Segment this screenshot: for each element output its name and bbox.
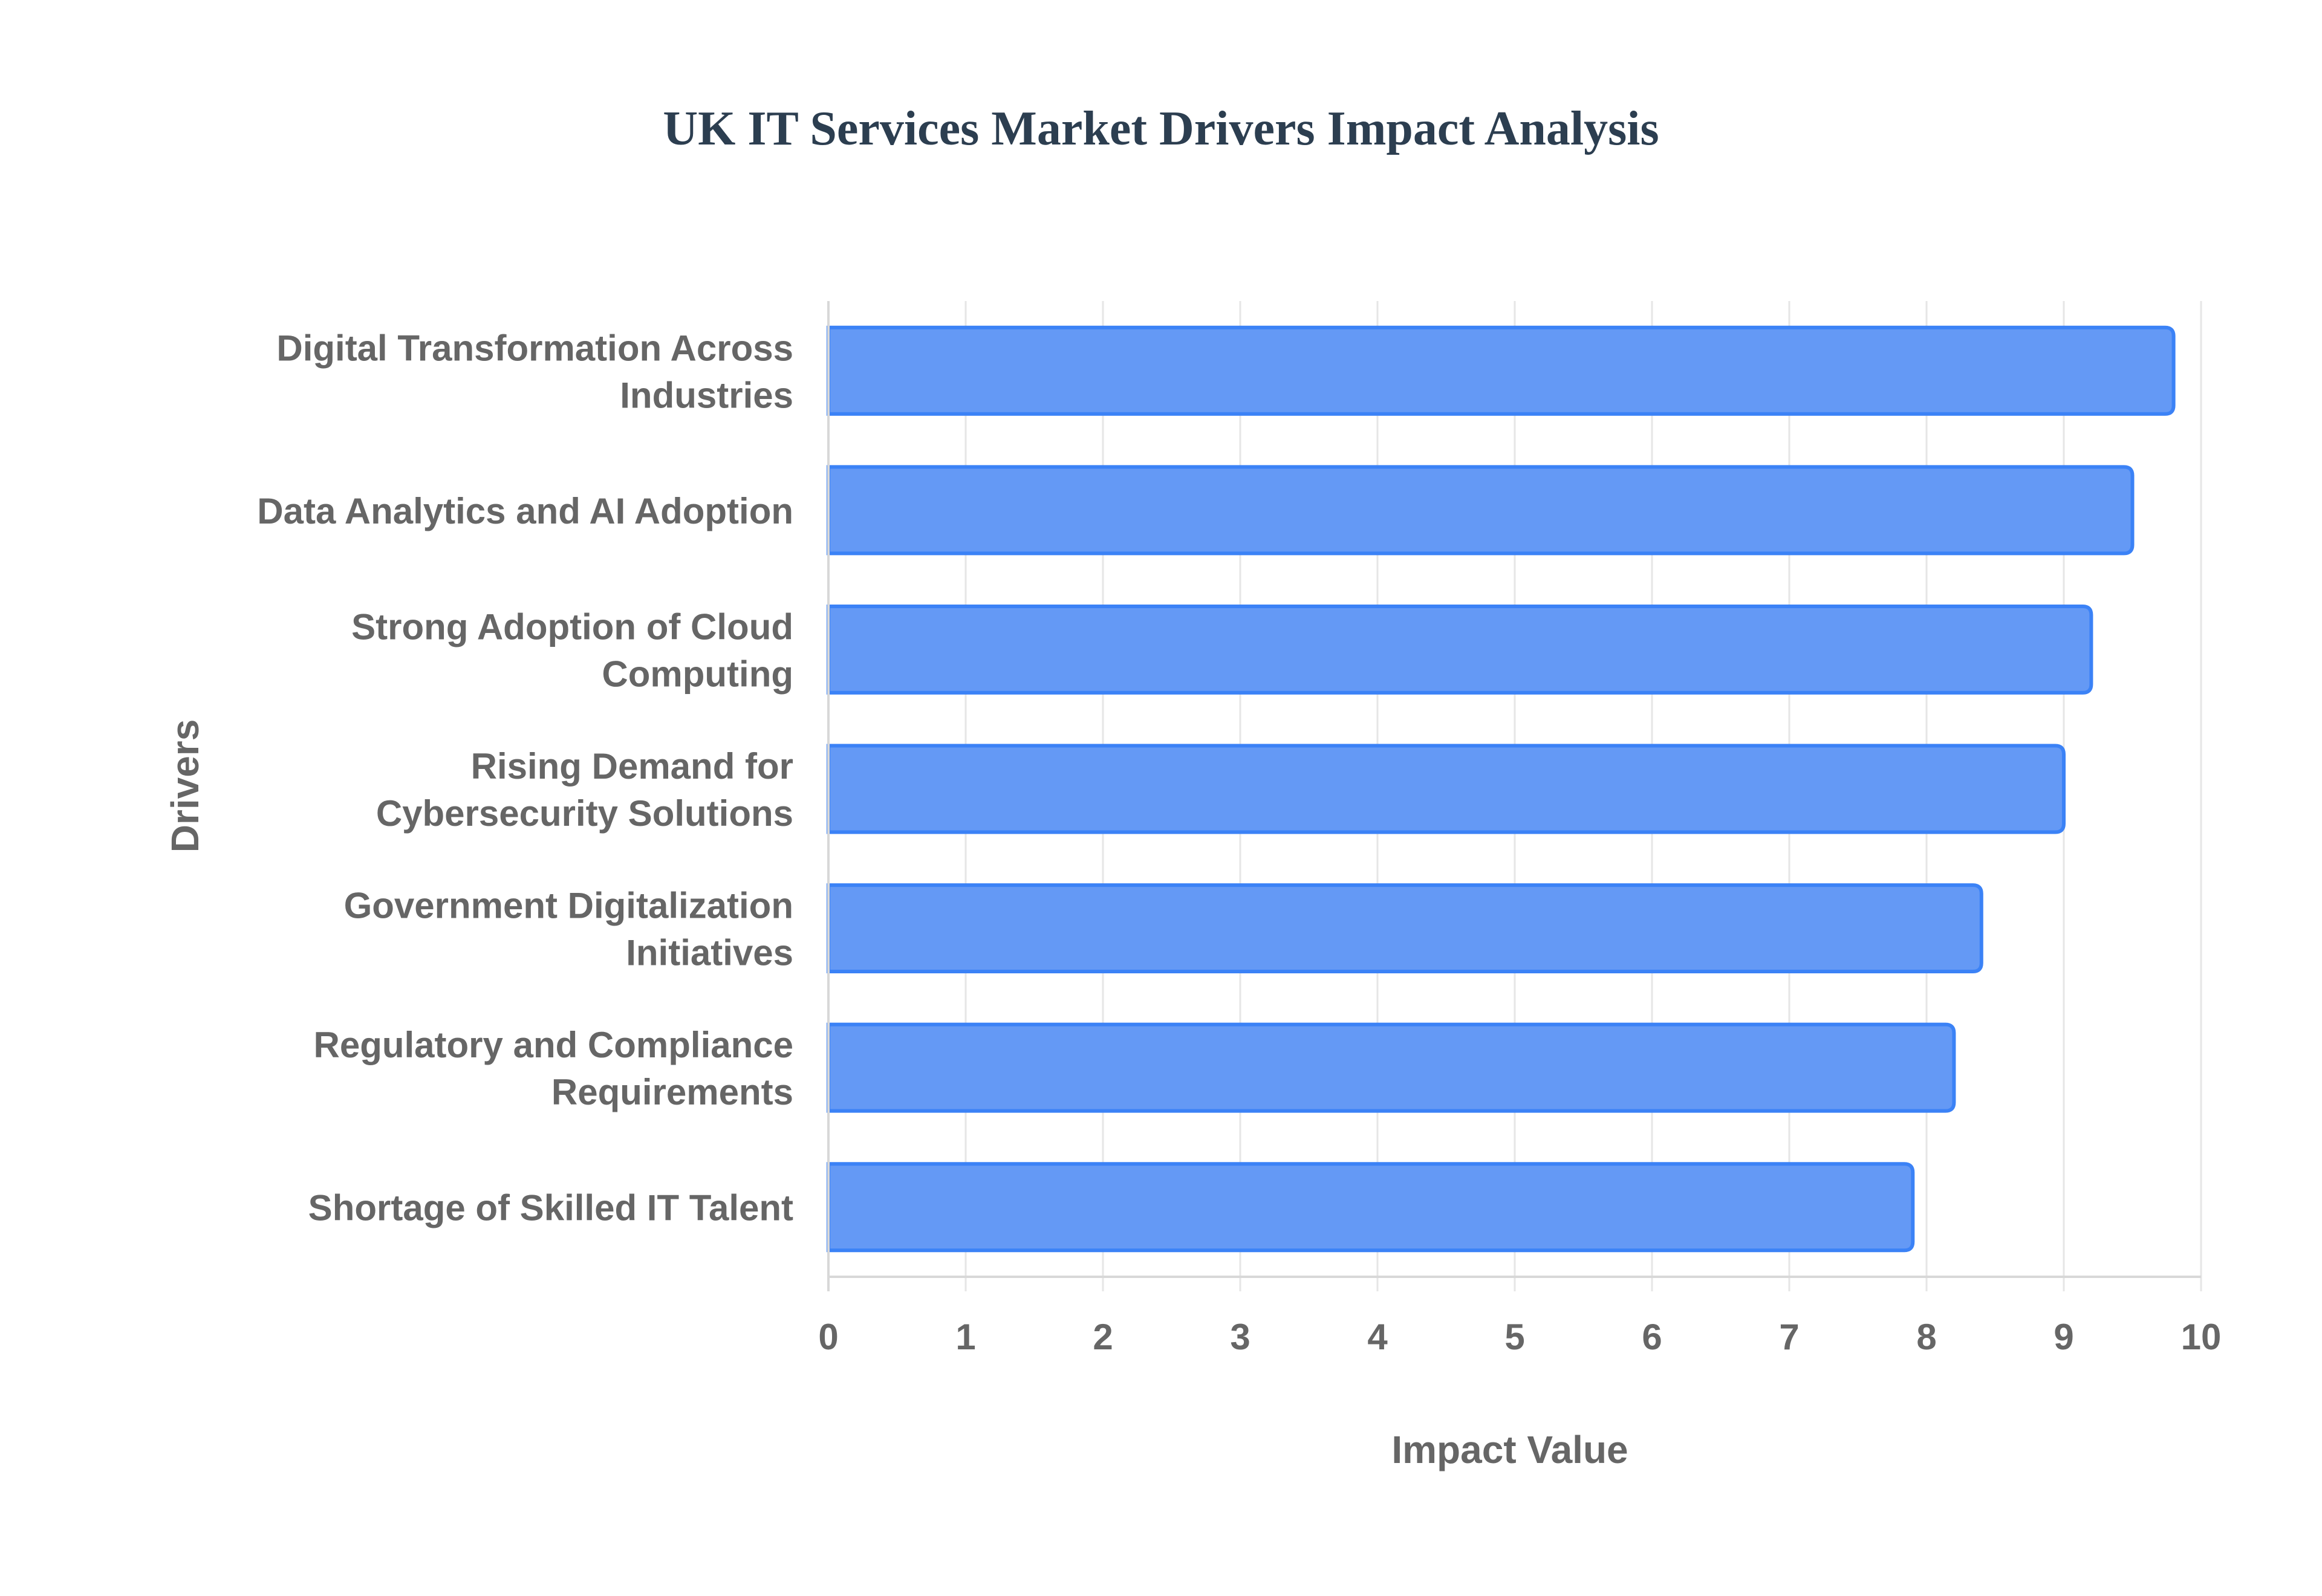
x-tick-label: 10: [2181, 1317, 2222, 1357]
x-tick-label: 2: [1093, 1317, 1113, 1357]
bars: [827, 325, 2176, 1253]
category-label-line: Initiatives: [626, 933, 793, 973]
y-axis-title: Drivers: [163, 719, 207, 853]
x-tick-label: 0: [818, 1317, 838, 1357]
axes: [827, 301, 2201, 1291]
category-label: Government Digitalization Initiatives: [344, 886, 793, 973]
category-label: Digital Transformation Across Industries: [276, 328, 793, 415]
category-label-line: Strong Adoption of Cloud: [351, 606, 793, 647]
category-label: Regulatory and Compliance Requirements: [314, 1025, 793, 1112]
category-label-line: Cybersecurity Solutions: [376, 793, 793, 834]
x-axis-title: Impact Value: [1391, 1428, 1628, 1471]
x-tick-label: 9: [2054, 1317, 2073, 1357]
category-label-line: Regulatory and Compliance: [314, 1025, 793, 1065]
bar: [827, 604, 2093, 695]
category-label-line: Computing: [602, 654, 793, 694]
category-label-line: Shortage of Skilled IT Talent: [308, 1188, 793, 1228]
x-tick-label: 7: [1779, 1317, 1799, 1357]
x-tick-label: 5: [1504, 1317, 1524, 1357]
chart-title: UK IT Services Market Drivers Impact Ana…: [663, 102, 1659, 155]
bar: [827, 325, 2176, 416]
x-tick-label: 1: [955, 1317, 975, 1357]
category-label-line: Requirements: [551, 1072, 793, 1112]
x-tick-label: 3: [1230, 1317, 1250, 1357]
category-label-line: Data Analytics and AI Adoption: [257, 491, 793, 531]
bar: [827, 883, 1983, 974]
x-tick-labels: 0 1 2 3 4 5 6 7 8 9 10: [818, 1317, 2221, 1357]
x-tick-label: 4: [1367, 1317, 1388, 1357]
category-labels: Digital Transformation Across IndustriesD…: [257, 328, 793, 1228]
category-label: Data Analytics and AI Adoption: [257, 491, 793, 531]
category-label-line: Rising Demand for: [471, 746, 793, 787]
category-label: Strong Adoption of Cloud Computing: [351, 606, 793, 694]
bar: [827, 1162, 1915, 1253]
category-label-line: Digital Transformation Across: [276, 328, 793, 368]
category-label: Shortage of Skilled IT Talent: [308, 1188, 793, 1228]
bar: [827, 1022, 1956, 1113]
x-tick-label: 6: [1642, 1317, 1662, 1357]
category-label: Rising Demand for Cybersecurity Solutions: [376, 746, 793, 834]
bar: [827, 744, 2066, 834]
x-tick-label: 8: [1916, 1317, 1936, 1357]
bar: [827, 465, 2135, 556]
category-label-line: Industries: [620, 375, 793, 415]
category-label-line: Government Digitalization: [344, 886, 793, 926]
